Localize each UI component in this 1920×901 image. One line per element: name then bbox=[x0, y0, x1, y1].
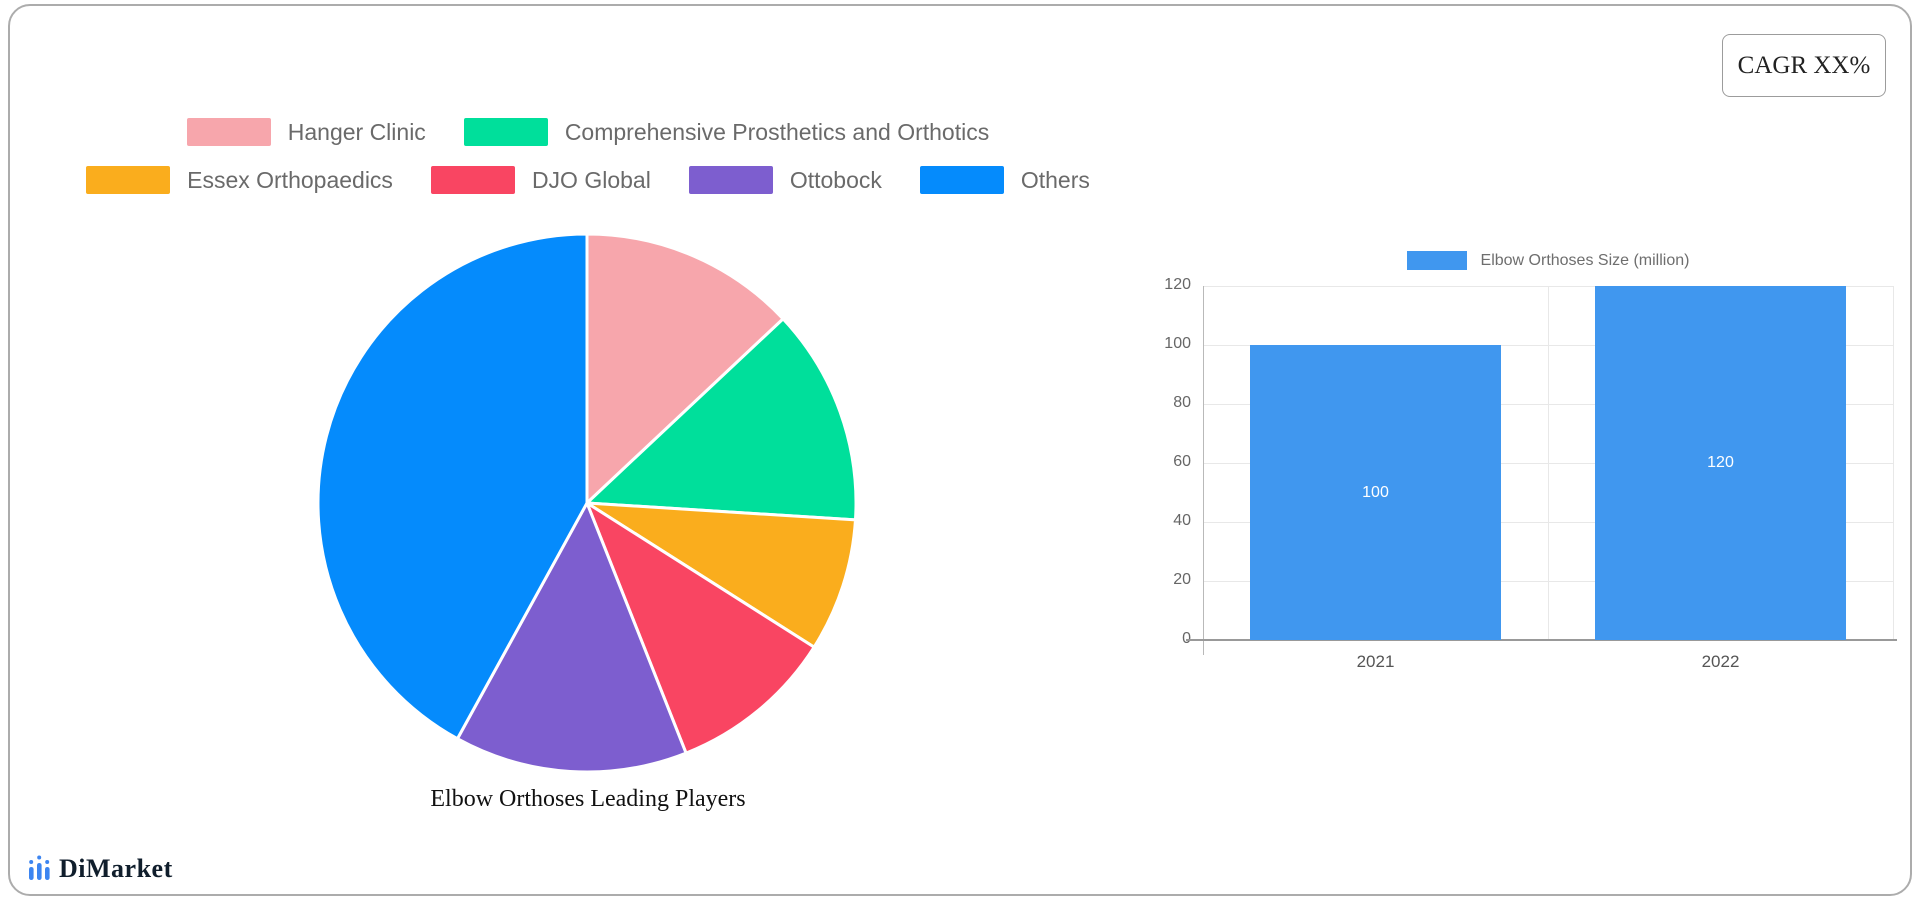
bar-plot-area: 0 20 40 60 80 100 120 100 2021 120 2022 bbox=[1164, 276, 1897, 671]
x-axis-line bbox=[1186, 639, 1897, 641]
legend-label: Ottobock bbox=[789, 166, 882, 193]
legend-label: Others bbox=[1020, 166, 1090, 193]
pie-slice-djo-global bbox=[585, 501, 816, 755]
pie-legend: Hanger Clinic Comprehensive Prosthetics a… bbox=[8, 118, 1168, 194]
legend-swatch bbox=[463, 118, 548, 146]
legend-label: DJO Global bbox=[531, 166, 651, 193]
y-tick-label-120: 120 bbox=[1164, 276, 1191, 293]
y-tick-label-100: 100 bbox=[1164, 335, 1191, 352]
pie-slice-essex-orthopaedics bbox=[585, 501, 857, 649]
bar-chart: Elbow Orthoses Size (million) 0 20 40 60 80 1… bbox=[1120, 245, 1910, 690]
x-axis-label-2022: 2022 bbox=[1701, 652, 1740, 671]
legend-item-comprehensive-prosthetics-and-orthotics[interactable]: Comprehensive Prosthetics and Orthotics bbox=[463, 118, 990, 146]
bar-value-label: 100 bbox=[1362, 483, 1389, 501]
x-axis-label-2021: 2021 bbox=[1356, 652, 1395, 671]
pie-chart-title: Elbow Orthoses Leading Players bbox=[430, 786, 746, 812]
bar-value-label: 120 bbox=[1707, 454, 1734, 471]
bar-legend-item[interactable]: Elbow Orthoses Size (million) bbox=[1203, 251, 1893, 270]
y-tick-label-20: 20 bbox=[1173, 571, 1191, 588]
brand-name: DiMarket bbox=[59, 854, 173, 883]
legend-label: Hanger Clinic bbox=[287, 118, 426, 145]
legend-swatch bbox=[186, 118, 271, 146]
pie-slice-others bbox=[316, 232, 589, 741]
y-tick-label-60: 60 bbox=[1173, 453, 1191, 470]
pie-chart bbox=[315, 231, 859, 775]
legend-swatch bbox=[919, 166, 1004, 194]
legend-swatch bbox=[430, 166, 515, 194]
gridline-x bbox=[1548, 286, 1549, 640]
brand-logo: DiMarket bbox=[28, 854, 173, 884]
y-axis-line bbox=[1203, 286, 1204, 655]
y-tick-label-0: 0 bbox=[1182, 630, 1191, 647]
pie-slice-hanger-clinic bbox=[585, 232, 785, 505]
cagr-badge: CAGR XX% bbox=[1722, 34, 1886, 97]
bar-2021: 100 bbox=[1250, 345, 1501, 640]
bar-2022: 120 bbox=[1595, 286, 1846, 640]
legend-item-essex-orthopaedics[interactable]: Essex Orthopaedics bbox=[86, 166, 393, 194]
bar-chart-logo-icon bbox=[29, 855, 50, 880]
legend-item-ottobock[interactable]: Ottobock bbox=[688, 166, 882, 194]
gridline-x bbox=[1893, 286, 1894, 640]
legend-label: Comprehensive Prosthetics and Orthotics bbox=[564, 118, 990, 145]
y-tick-label-80: 80 bbox=[1173, 394, 1191, 411]
cagr-label: CAGR XX% bbox=[1737, 51, 1871, 79]
legend-swatch bbox=[86, 166, 171, 194]
pie-slice-ottobock bbox=[455, 501, 688, 774]
legend-label: Essex Orthopaedics bbox=[187, 166, 393, 193]
legend-item-others[interactable]: Others bbox=[919, 166, 1090, 194]
pie-slice-comprehensive-prosthetics-and-orthotics bbox=[585, 317, 858, 522]
y-tick-label-40: 40 bbox=[1173, 512, 1191, 529]
bar-legend-label: Elbow Orthoses Size (million) bbox=[1480, 251, 1690, 269]
legend-item-hanger-clinic[interactable]: Hanger Clinic bbox=[186, 118, 426, 146]
legend-swatch bbox=[688, 166, 773, 194]
pie-legend-row: Hanger Clinic Comprehensive Prosthetics a… bbox=[8, 118, 1168, 146]
pie-legend-row: Essex Orthopaedics DJO Global Ottobock Othe… bbox=[8, 166, 1168, 194]
legend-item-djo-global[interactable]: DJO Global bbox=[430, 166, 651, 194]
bar-legend-swatch bbox=[1406, 251, 1467, 270]
